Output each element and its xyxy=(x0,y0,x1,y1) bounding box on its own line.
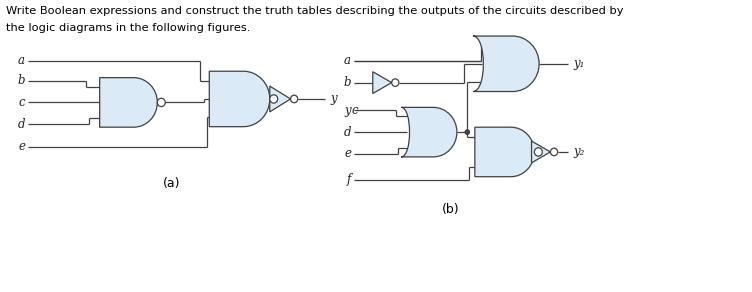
Circle shape xyxy=(157,98,165,107)
Text: a: a xyxy=(18,54,25,67)
Text: a: a xyxy=(344,54,351,67)
Text: y₂: y₂ xyxy=(573,145,584,159)
Text: y: y xyxy=(344,104,351,117)
Text: Write Boolean expressions and construct the truth tables describing the outputs : Write Boolean expressions and construct … xyxy=(6,6,623,16)
Text: y₁: y₁ xyxy=(573,57,584,70)
Circle shape xyxy=(550,148,558,156)
PathPatch shape xyxy=(473,36,539,91)
Text: b: b xyxy=(17,74,25,87)
Text: e: e xyxy=(18,140,25,154)
Circle shape xyxy=(535,148,542,156)
Text: y: y xyxy=(330,93,337,105)
Text: f: f xyxy=(347,173,351,186)
Polygon shape xyxy=(532,141,550,163)
Circle shape xyxy=(465,130,469,134)
Circle shape xyxy=(270,95,277,103)
PathPatch shape xyxy=(475,127,535,177)
Text: d: d xyxy=(344,126,351,139)
Polygon shape xyxy=(373,72,392,93)
Text: d: d xyxy=(17,118,25,131)
Text: (a): (a) xyxy=(162,177,180,190)
Text: (b): (b) xyxy=(441,203,459,216)
Circle shape xyxy=(290,95,298,103)
Text: b: b xyxy=(344,76,351,89)
PathPatch shape xyxy=(100,78,157,127)
Text: the logic diagrams in the following figures.: the logic diagrams in the following figu… xyxy=(6,23,250,33)
Text: e: e xyxy=(344,147,351,160)
PathPatch shape xyxy=(209,71,270,127)
PathPatch shape xyxy=(401,107,457,157)
Text: c: c xyxy=(352,104,359,117)
Polygon shape xyxy=(270,86,290,112)
Text: c: c xyxy=(18,96,25,109)
Circle shape xyxy=(392,79,399,86)
